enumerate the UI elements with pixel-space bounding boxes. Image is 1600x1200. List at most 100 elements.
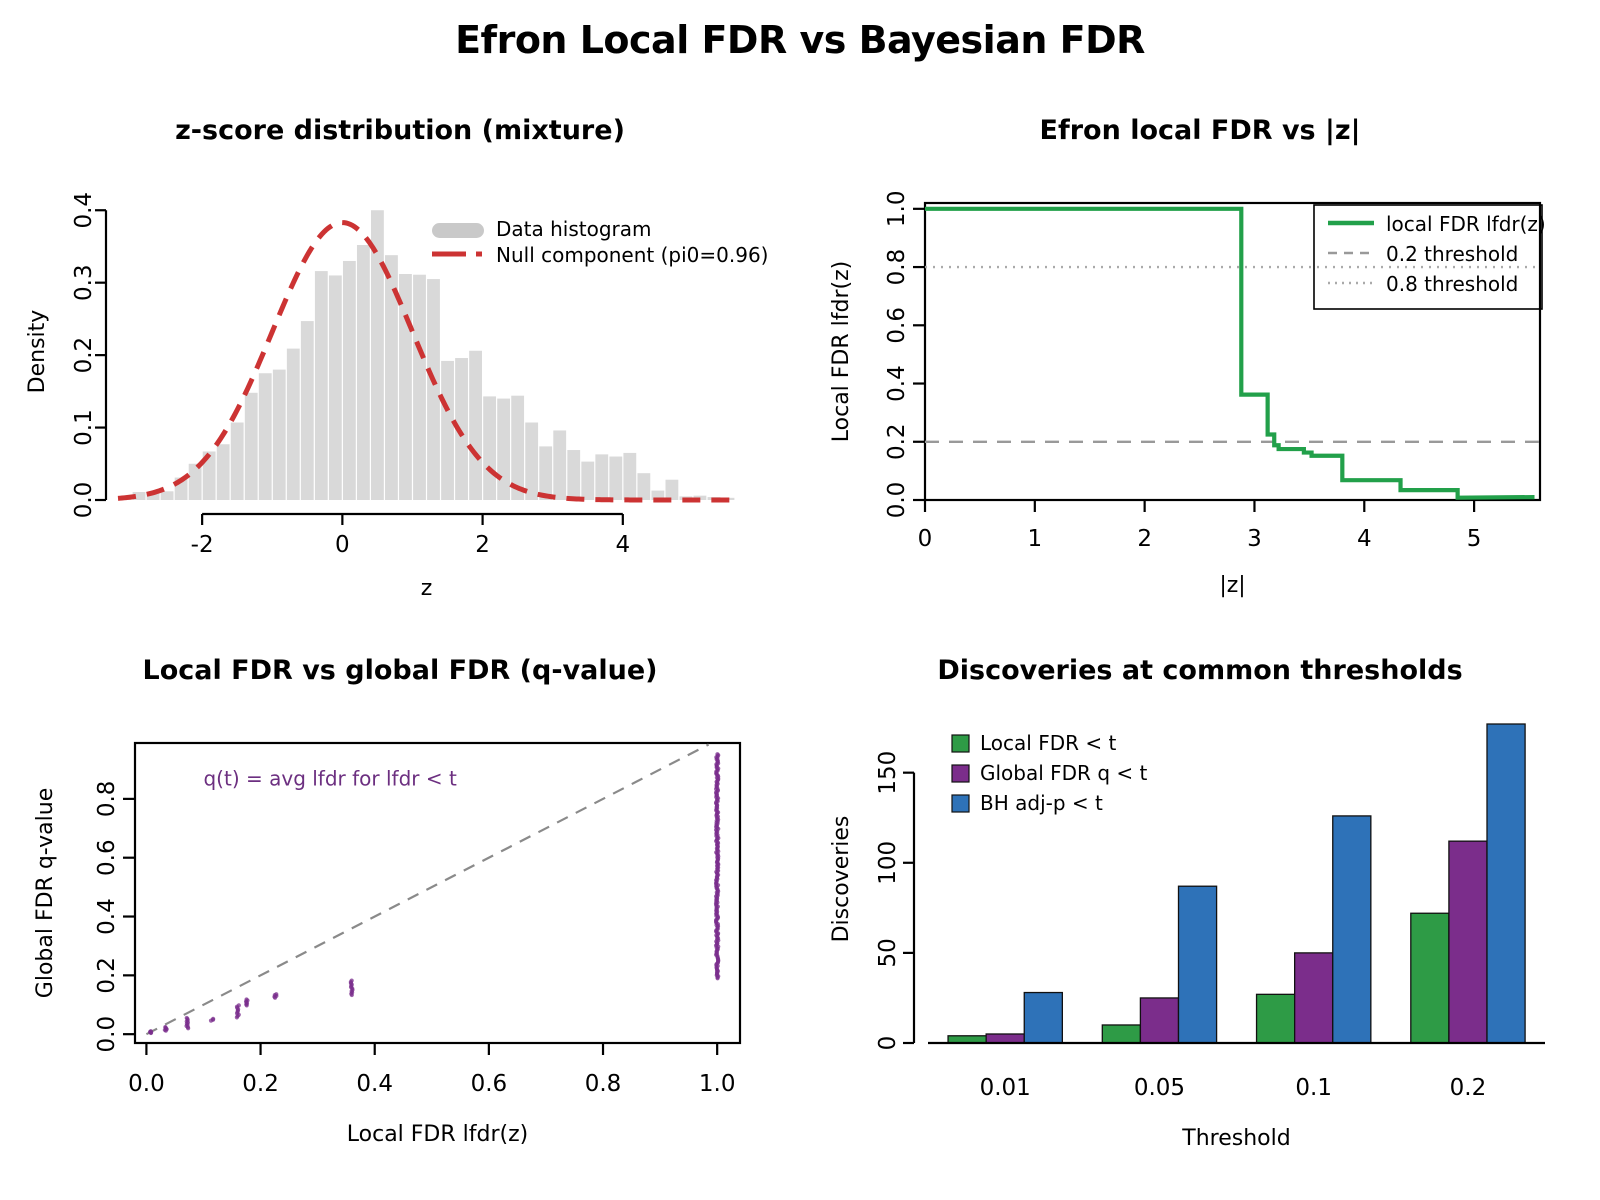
- histogram-bar: [342, 260, 356, 500]
- histogram-bar: [413, 274, 426, 500]
- scatter-point: [211, 1016, 216, 1021]
- y-axis-tick-label: 0.0: [71, 482, 97, 519]
- histogram-bar: [511, 395, 525, 500]
- scatter-point: [148, 1029, 153, 1034]
- y-axis-tick-label: 0.2: [71, 337, 97, 374]
- y-axis-tick-label: 0.0: [94, 1016, 120, 1053]
- scatter-axes: 0.0 0.2 0.4 0.6 0.8 0.0 0.2 0.4 0.6 0.8 1.0 Local F…: [33, 781, 735, 1147]
- bar-0.1-1: [1293, 952, 1334, 1044]
- x-axis-tick-label: 2: [475, 532, 490, 558]
- histogram-bar: [286, 348, 300, 500]
- x-axis-tick-label: 4: [1357, 526, 1372, 552]
- x-axis-tick-label: 0.6: [471, 1071, 508, 1097]
- y-axis-tick-label: 1.0: [884, 191, 910, 228]
- bar-0.2-2: [1486, 723, 1526, 1044]
- histogram-bar: [258, 373, 272, 500]
- y-axis-tick-label: 150: [875, 751, 901, 795]
- histogram-bar: [469, 350, 482, 500]
- scatter-point: [715, 752, 720, 757]
- legend-label-histogram: Data histogram: [496, 217, 652, 241]
- bar-0.01-2: [1023, 991, 1063, 1044]
- x-axis-category-label: 0.05: [1134, 1075, 1185, 1101]
- panel-local-vs-global-fdr: Local FDR vs global FDR (q-value) q(t) =…: [0, 655, 800, 1200]
- lfdr-plot: 0.0 0.2 0.4 0.6 0.8 1.0 0 1 2 3 4 5 |z| Local FDR lfd…: [829, 191, 1546, 598]
- y-axis-label: Density: [25, 310, 50, 394]
- discoveries-bar-chart: 0.01 0.05 0.1 0.2 0 50 100 150 Threshold Discover…: [829, 723, 1545, 1151]
- histogram-bar: [665, 479, 679, 500]
- x-axis-category-label: 0.2: [1450, 1075, 1487, 1101]
- histogram-bar: [356, 245, 370, 500]
- y-axis-tick-label: 50: [875, 938, 901, 967]
- y-axis-tick-label: 0.2: [94, 957, 120, 994]
- histogram-bars: [118, 210, 735, 500]
- histogram-bar: [300, 321, 314, 500]
- legend-label-1: 0.2 threshold: [1386, 242, 1518, 266]
- histogram-bar: [230, 422, 244, 500]
- y-axis-tick-label: 0.8: [884, 249, 910, 286]
- histogram-bar: [385, 255, 398, 500]
- scatter-points: [148, 752, 721, 1036]
- x-axis-label: z: [421, 576, 433, 601]
- histogram-bar: [399, 273, 412, 500]
- bar-0.1-2: [1332, 815, 1372, 1044]
- y-axis-tick-label: 0.4: [884, 365, 910, 402]
- x-axis-tick-label: 0.8: [585, 1071, 622, 1097]
- panel-efron-local-fdr: Efron local FDR vs |z| 0.0 0.2 0.4 0.6 0.8 1.…: [800, 115, 1600, 635]
- y-axis-tick-label: 0.3: [71, 264, 97, 301]
- histogram-bar: [314, 271, 328, 500]
- y-axis-tick-label: 0.4: [94, 898, 120, 935]
- lfdr-legend: local FDR lfdr(z) 0.2 threshold 0.8 thresh…: [1313, 204, 1546, 310]
- histogram-bar: [146, 492, 160, 500]
- panel-title-scatter: Local FDR vs global FDR (q-value): [142, 655, 658, 686]
- x-axis-category-label: 0.1: [1295, 1075, 1332, 1101]
- histogram-bar: [328, 275, 342, 500]
- histogram-bar: [581, 461, 595, 500]
- histogram-axes: 0.0 0.1 0.2 0.3 0.4 -2 0 2 4 z Density: [25, 192, 630, 601]
- legend-swatch-histogram: [432, 223, 484, 238]
- x-axis-tick-label: 5: [1467, 526, 1482, 552]
- panel-title-histogram: z-score distribution (mixture): [175, 115, 625, 146]
- bar-groups: [947, 723, 1526, 1044]
- y-axis-tick-label: 0.6: [94, 839, 120, 876]
- bar-0.05-1: [1139, 997, 1180, 1044]
- x-axis-tick-label: 4: [615, 532, 630, 558]
- histogram-bar: [244, 392, 258, 500]
- histogram-bar: [651, 490, 665, 500]
- histogram-bar: [216, 444, 230, 500]
- histogram-bar: [497, 398, 511, 500]
- histogram-bar: [595, 454, 609, 500]
- bars-axes: 0 50 100 150 Threshold Discoveries: [829, 751, 1545, 1151]
- legend-swatch-1: [951, 764, 970, 783]
- y-axis-tick-label: 100: [875, 841, 901, 885]
- scatter-point: [163, 1025, 168, 1030]
- bar-0.05-0: [1101, 1024, 1142, 1044]
- x-axis-tick-label: 1.0: [699, 1071, 736, 1097]
- legend-label-null: Null component (pi0=0.96): [496, 243, 768, 267]
- x-axis-tick-label: 3: [1247, 526, 1262, 552]
- legend-label-1: Global FDR q < t: [980, 761, 1147, 785]
- x-axis-label: |z|: [1219, 573, 1245, 598]
- histogram-bar: [441, 360, 454, 500]
- scatter-point: [236, 1003, 241, 1008]
- histogram-bar: [160, 491, 174, 500]
- y-axis-tick-label: 0.2: [884, 423, 910, 460]
- y-axis-tick-label: 0.1: [71, 409, 97, 446]
- legend-label-0: Local FDR < t: [980, 731, 1116, 755]
- bars-legend: Local FDR < t Global FDR q < t BH adj-p < …: [951, 731, 1147, 815]
- panel-title-discoveries: Discoveries at common thresholds: [937, 655, 1463, 686]
- histogram-bar: [272, 369, 286, 500]
- scatter-point: [184, 1015, 189, 1021]
- histogram-bar: [567, 450, 581, 500]
- x-axis-tick-label: 0: [335, 532, 350, 558]
- histogram-bar: [483, 396, 497, 500]
- x-axis-label: Local FDR lfdr(z): [347, 1122, 528, 1147]
- scatter-point: [274, 992, 279, 997]
- legend-label-0: local FDR lfdr(z): [1386, 212, 1546, 236]
- legend-box: [1313, 204, 1543, 310]
- legend-swatch-0: [951, 734, 970, 753]
- y-axis-label: Global FDR q-value: [33, 788, 58, 998]
- histogram-bar: [609, 456, 623, 500]
- scatter-point: [244, 997, 249, 1002]
- histogram-bar: [455, 358, 468, 500]
